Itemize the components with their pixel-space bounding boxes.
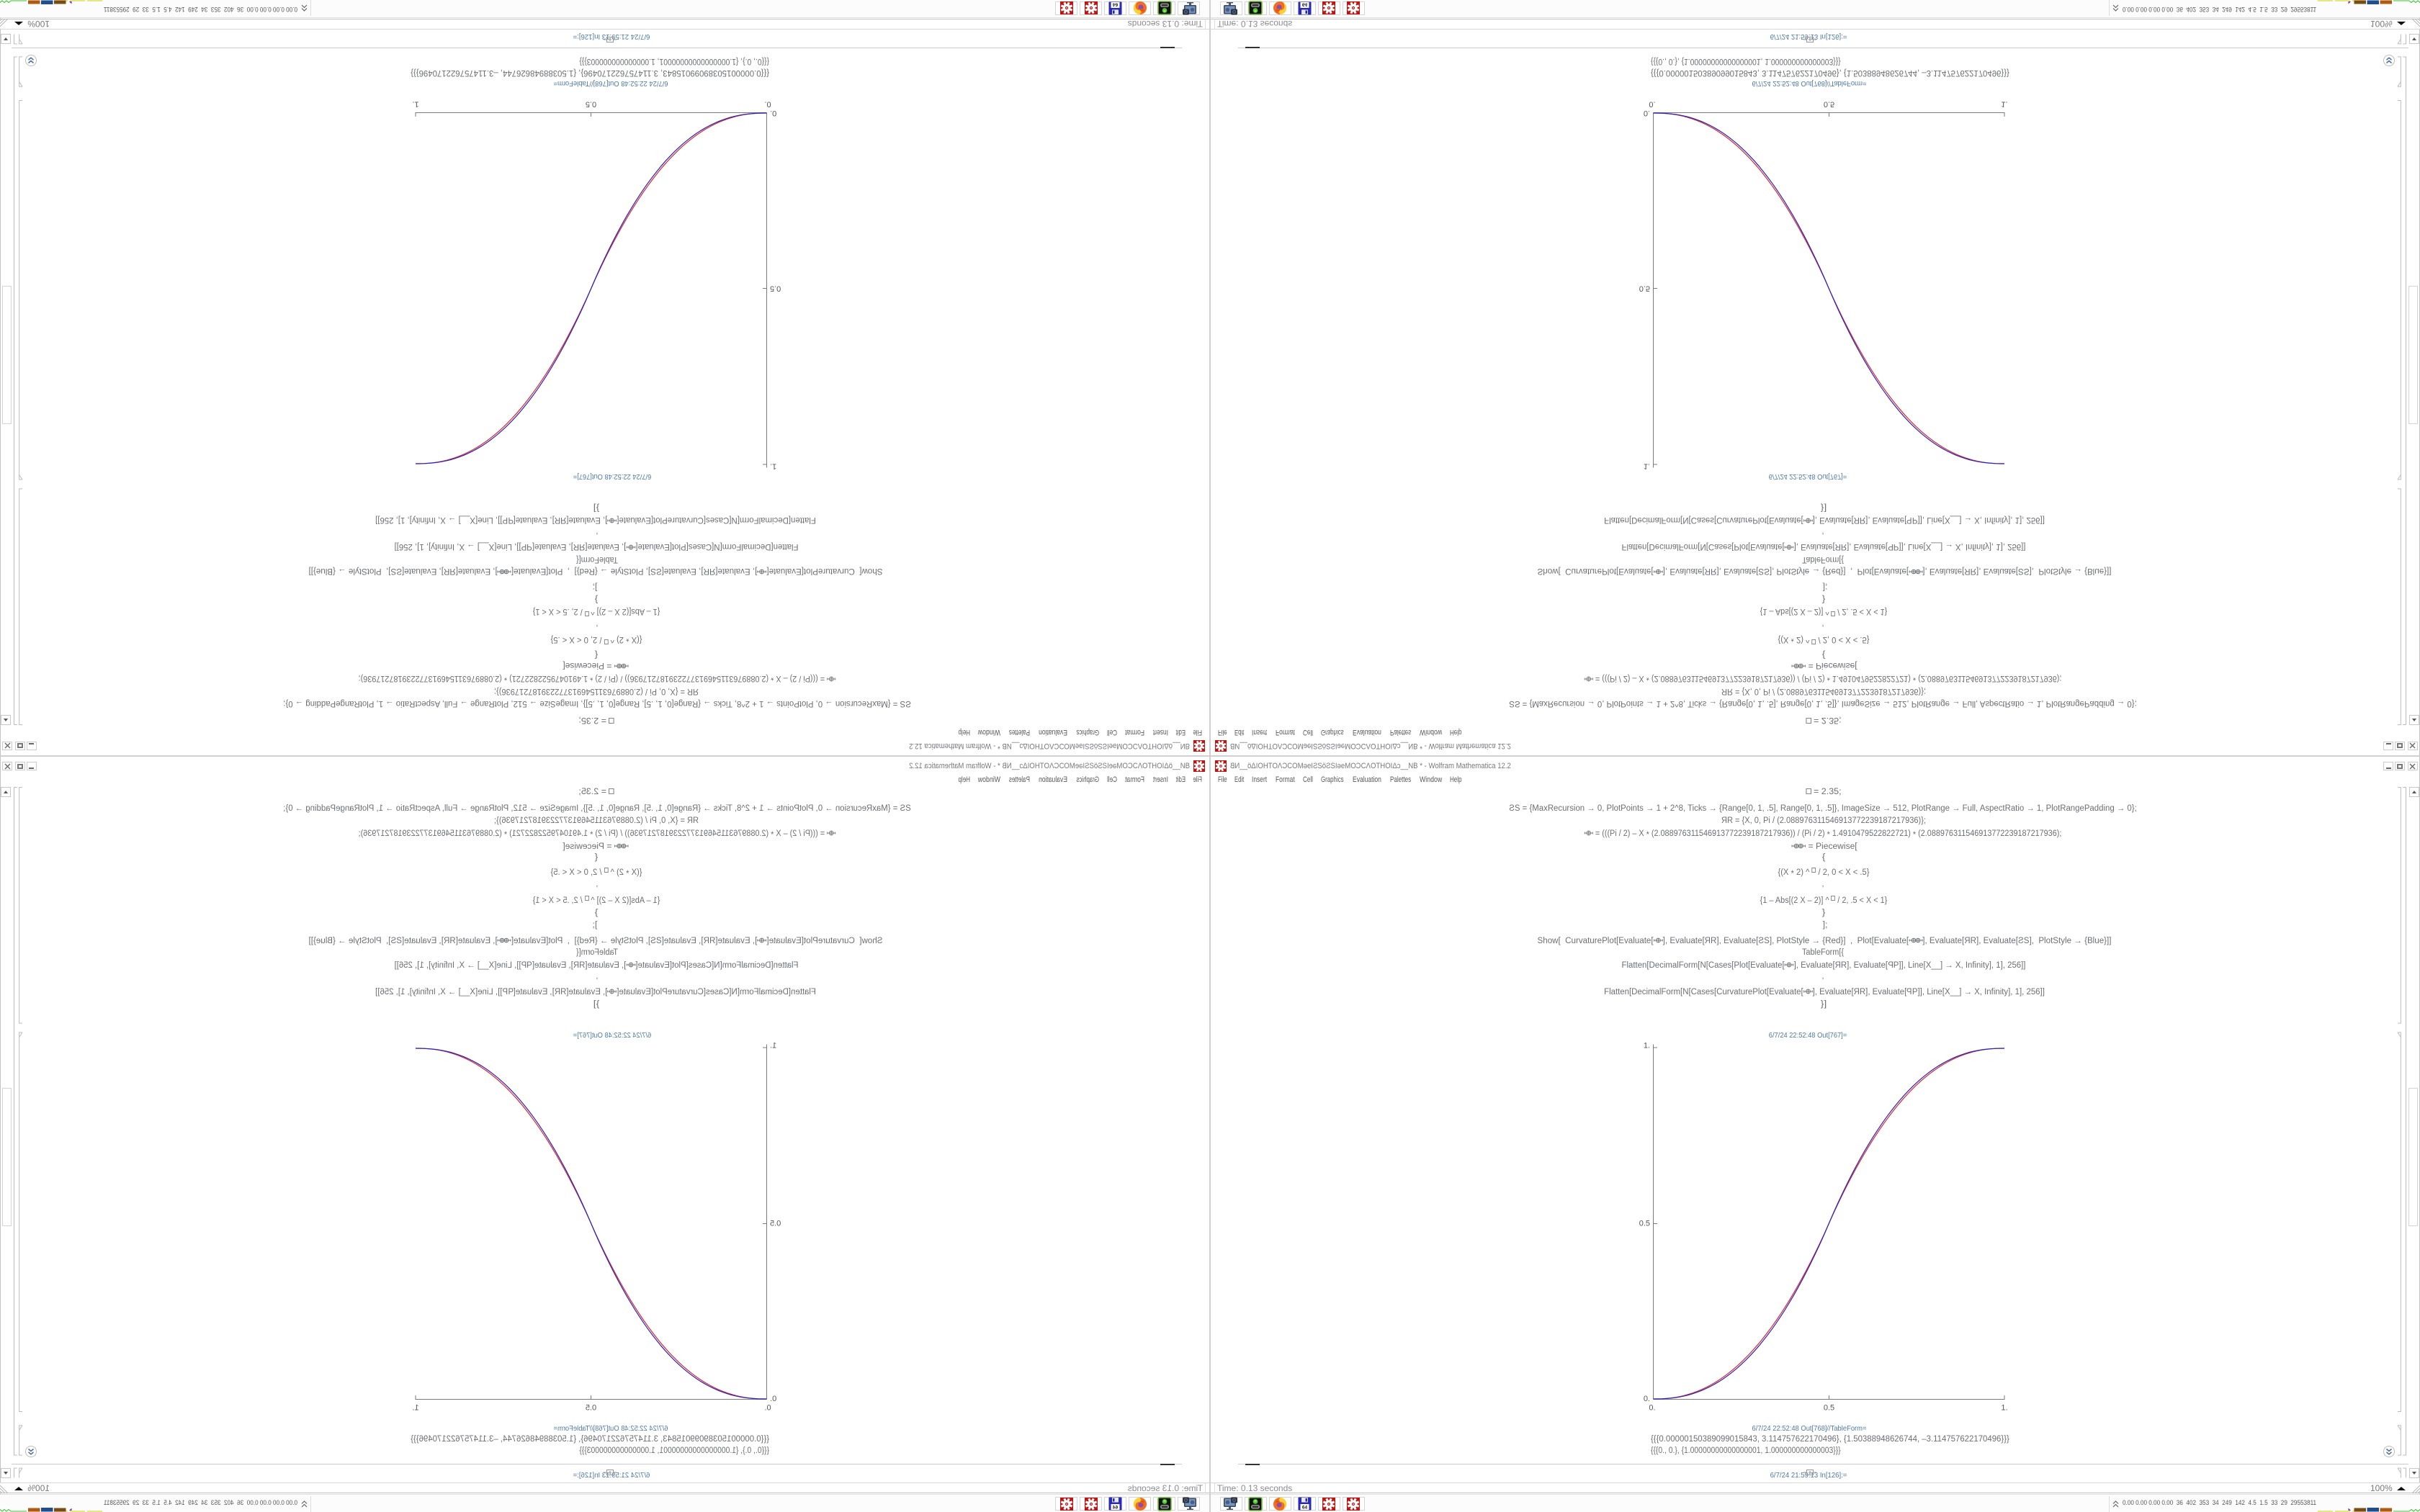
svg-text:1.: 1. <box>1644 462 1650 471</box>
svg-text:0.: 0. <box>1644 1395 1650 1403</box>
svg-text:0.5: 0.5 <box>1824 1404 1834 1413</box>
svg-text:0.5: 0.5 <box>770 284 781 293</box>
svg-text:0.: 0. <box>1644 109 1650 117</box>
svg-text:0.5: 0.5 <box>1824 100 1834 109</box>
svg-text:1.: 1. <box>2001 100 2007 109</box>
svg-text:0.: 0. <box>1649 1404 1655 1413</box>
svg-text:0.5: 0.5 <box>586 100 596 109</box>
svg-text:0.: 0. <box>764 1404 771 1413</box>
svg-text:0.: 0. <box>764 100 771 109</box>
svg-text:1.: 1. <box>770 462 776 471</box>
svg-text:64: 64 <box>1302 1506 1308 1511</box>
svg-text:0.5: 0.5 <box>586 1404 596 1413</box>
svg-text:64: 64 <box>1302 2 1308 7</box>
svg-text:1.: 1. <box>770 1042 776 1050</box>
svg-text:0.5: 0.5 <box>1639 284 1650 293</box>
svg-text:1.: 1. <box>2001 1404 2007 1413</box>
svg-text:0.5: 0.5 <box>1639 1220 1650 1228</box>
svg-text:1.: 1. <box>412 100 418 109</box>
svg-text:1.: 1. <box>1644 1042 1650 1050</box>
svg-text:0.: 0. <box>770 1395 776 1403</box>
svg-text:0.: 0. <box>770 109 776 117</box>
svg-text:0.: 0. <box>1649 100 1655 109</box>
svg-text:64: 64 <box>1113 2 1119 7</box>
svg-text:0.5: 0.5 <box>770 1220 781 1228</box>
svg-text:1.: 1. <box>412 1404 418 1413</box>
svg-text:64: 64 <box>1113 1506 1119 1511</box>
